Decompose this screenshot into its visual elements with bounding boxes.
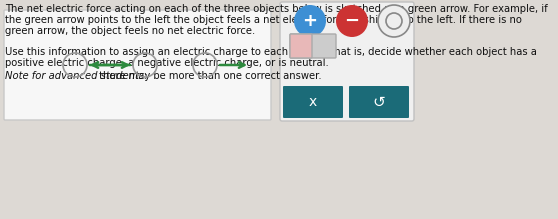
Text: Note for advanced students:: Note for advanced students: bbox=[5, 71, 147, 81]
Text: positive electric charge, a negative electric charge, or is neutral.: positive electric charge, a negative ele… bbox=[5, 58, 329, 68]
Text: green arrow, the object feels no net electric force.: green arrow, the object feels no net ele… bbox=[5, 26, 255, 36]
Text: there may be more than one correct answer.: there may be more than one correct answe… bbox=[97, 71, 322, 81]
Text: +: + bbox=[302, 12, 318, 30]
FancyBboxPatch shape bbox=[283, 86, 343, 118]
Circle shape bbox=[378, 5, 410, 37]
Text: Use this information to assign an electric charge to each object. That is, decid: Use this information to assign an electr… bbox=[5, 47, 537, 57]
Text: the green arrow points to the left the object feels a net electric force pushing: the green arrow points to the left the o… bbox=[5, 15, 522, 25]
Circle shape bbox=[336, 5, 368, 37]
Text: −: − bbox=[344, 12, 359, 30]
Text: The net electric force acting on each of the three objects below is sketched as : The net electric force acting on each of… bbox=[5, 4, 548, 14]
FancyBboxPatch shape bbox=[349, 86, 409, 118]
FancyBboxPatch shape bbox=[290, 34, 312, 58]
Text: ↺: ↺ bbox=[373, 95, 386, 110]
FancyBboxPatch shape bbox=[280, 2, 414, 121]
FancyBboxPatch shape bbox=[290, 34, 336, 58]
Circle shape bbox=[294, 5, 326, 37]
Text: x: x bbox=[309, 95, 317, 109]
FancyBboxPatch shape bbox=[4, 10, 271, 120]
